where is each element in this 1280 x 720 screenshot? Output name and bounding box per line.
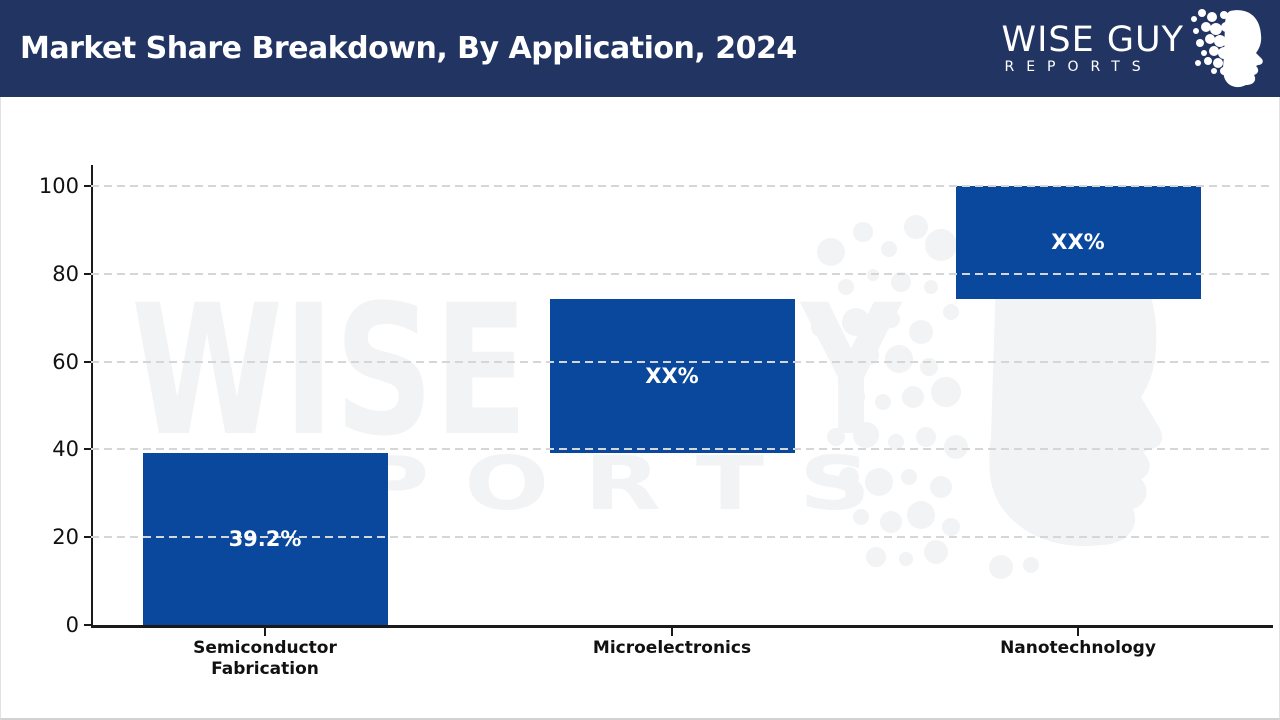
y-tick-label: 60 [52,349,79,374]
bar-value-label: XX% [1051,230,1105,255]
logo-text: WISE GUY REPORTS [1001,19,1184,76]
logo-subtitle: REPORTS [1004,59,1153,76]
y-tick-mark [84,185,91,187]
grid-line [91,360,1273,363]
y-axis-line [91,165,93,628]
y-tick-mark [84,272,91,275]
grid-line [91,185,1273,187]
bar-value-label: 39.2% [228,526,302,551]
bar-value-label: XX% [645,363,699,388]
y-tick-label: 20 [52,525,79,550]
wise-guy-logo: WISE GUY REPORTS [1001,5,1266,93]
y-tick-mark [84,360,91,363]
y-tick-label: 100 [38,174,79,198]
y-tick-label: 40 [52,437,79,462]
header-bar: Market Share Breakdown, By Application, … [0,0,1280,97]
logo-wordmark: WISE GUY [1001,19,1184,60]
logo-head-icon [1191,8,1263,87]
y-tick-mark [84,624,91,626]
chart-title: Market Share Breakdown, By Application, … [20,31,797,66]
y-tick-mark [84,536,91,539]
x-tick-mark [671,628,673,636]
bar [955,186,1201,299]
grid-line [91,272,1273,275]
y-tick-label: 0 [65,613,79,637]
x-category-label: Microelectronics [592,638,752,658]
bar [549,298,795,453]
bar [142,452,388,625]
y-tick-mark [84,448,91,451]
chart-area: WISE GUY R E P O R T S 0 20 40 60 80 100 39 [0,97,1280,720]
y-tick-label: 80 [52,261,79,286]
watermark-dots [811,215,1039,579]
grid-line [91,536,1273,539]
x-category-label: Nanotechnology [1000,638,1156,658]
x-axis-line [91,625,1273,628]
x-tick-mark [264,628,266,636]
watermark-head-silhouette [989,220,1163,547]
grid-line [91,448,1273,451]
x-category-label: Semiconductor Fabrication [193,638,337,679]
x-tick-mark [1077,628,1079,636]
